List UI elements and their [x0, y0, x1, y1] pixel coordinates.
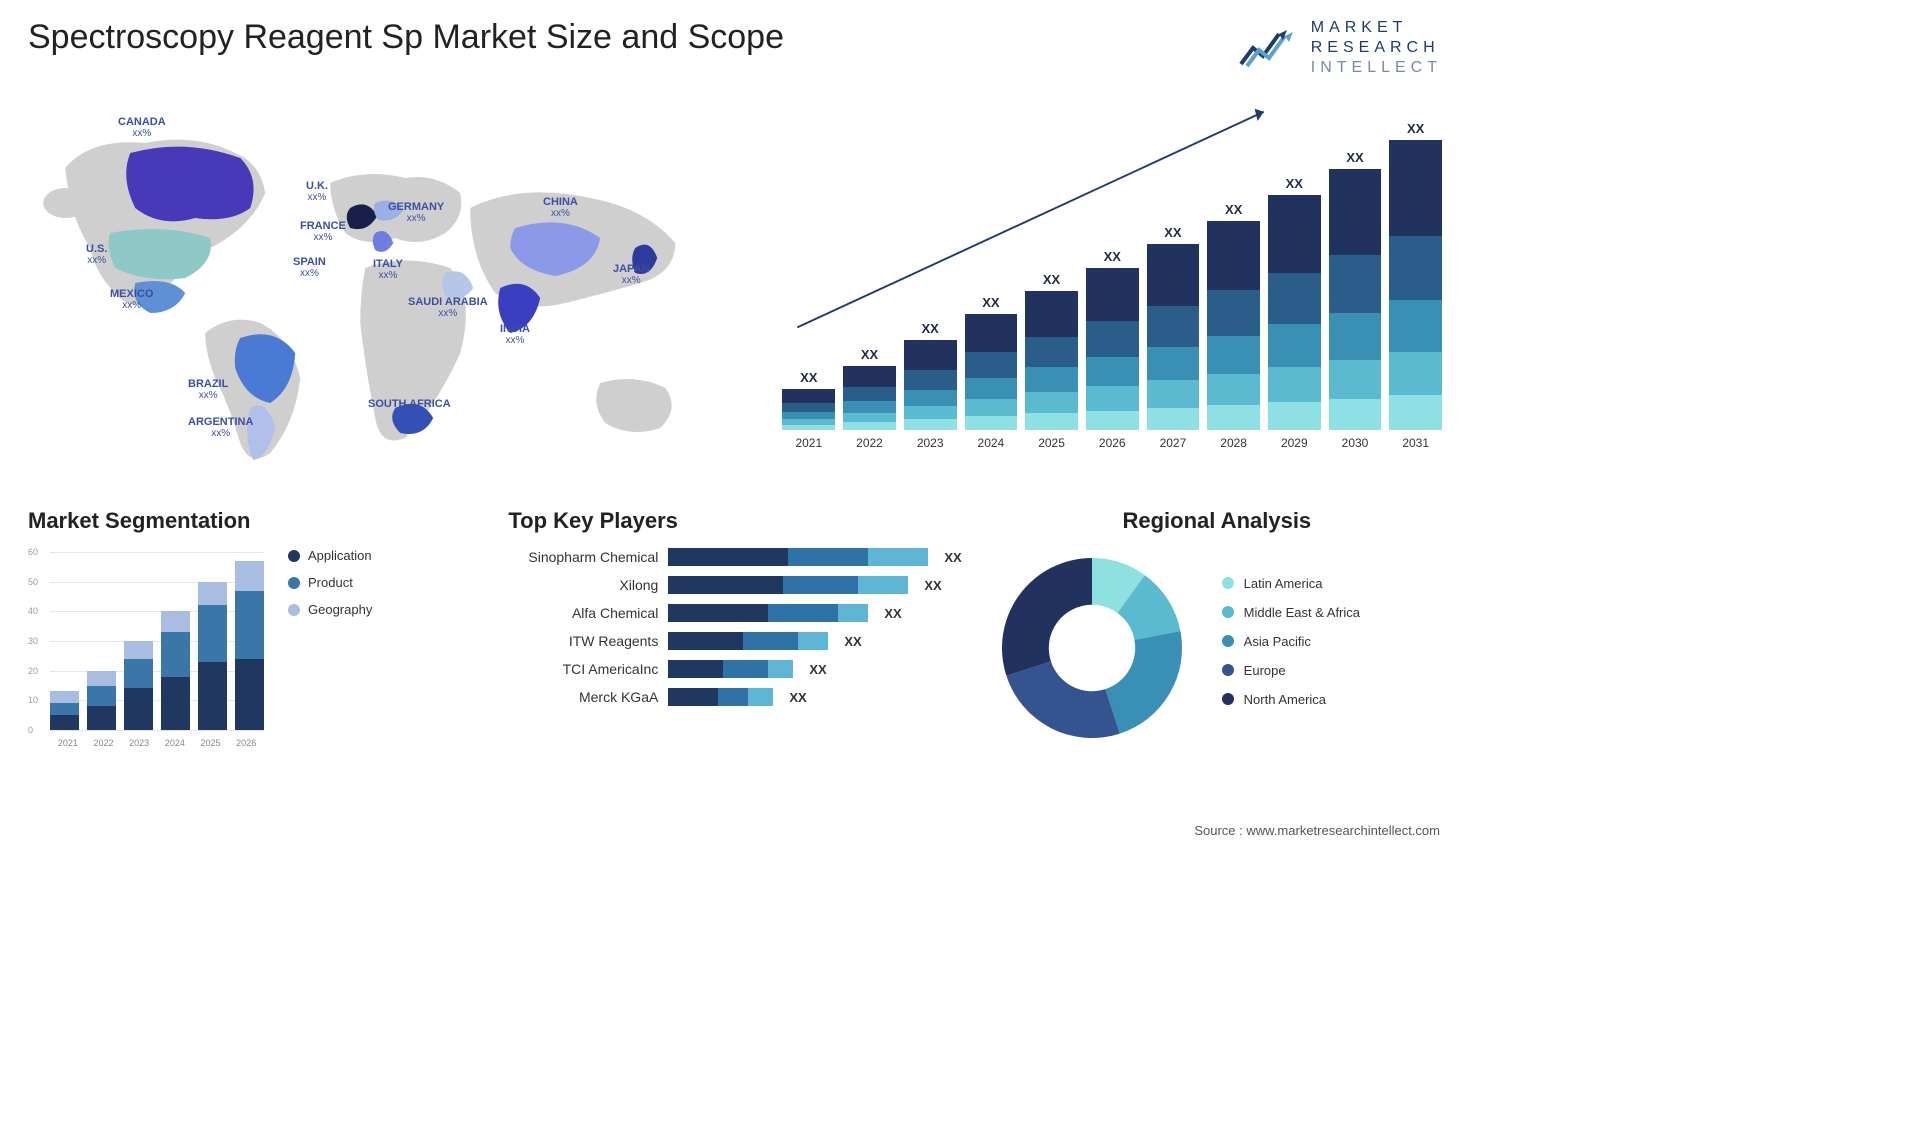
regional-donut	[992, 548, 1192, 748]
brand-logo: MARKET RESEARCH INTELLECT	[1239, 18, 1442, 78]
map-label-canada: CANADAxx%	[118, 116, 166, 139]
map-label-saudi-arabia: SAUDI ARABIAxx%	[408, 296, 488, 319]
key-players-title: Top Key Players	[508, 508, 961, 534]
growth-bar-2027: XX2027	[1147, 225, 1200, 450]
source-attribution: Source : www.marketresearchintellect.com	[1194, 823, 1440, 838]
donut-slice-europe	[1006, 661, 1119, 738]
growth-bar-2026: XX2026	[1086, 249, 1139, 450]
segmentation-panel: Market Segmentation 0102030405060 202120…	[28, 508, 478, 748]
world-map: CANADAxx% U.S.xx% MEXICOxx% BRAZILxx% ARGENT…	[28, 98, 742, 478]
player-row-sinopharm-chemical: Sinopharm ChemicalXX	[508, 548, 961, 566]
player-row-alfa-chemical: Alfa ChemicalXX	[508, 604, 961, 622]
growth-bar-2028: XX2028	[1207, 202, 1260, 450]
donut-legend-europe: Europe	[1222, 663, 1360, 678]
seg-bar-2026	[235, 561, 264, 730]
map-label-spain: SPAINxx%	[293, 256, 326, 279]
player-row-xilong: XilongXX	[508, 576, 961, 594]
seg-bar-2022	[87, 671, 116, 730]
growth-bar-2024: XX2024	[965, 295, 1018, 450]
player-row-merck-kgaa: Merck KGaAXX	[508, 688, 961, 706]
player-row-tci-americainc: TCI AmericaIncXX	[508, 660, 961, 678]
seg-bar-2021	[50, 691, 79, 730]
growth-bar-2022: XX2022	[843, 347, 896, 450]
segmentation-chart: 0102030405060 202120222023202420252026	[28, 548, 268, 748]
growth-bar-2030: XX2030	[1329, 150, 1382, 450]
regional-title: Regional Analysis	[992, 508, 1442, 534]
map-label-china: CHINAxx%	[543, 196, 578, 219]
regional-legend: Latin America Middle East & Africa Asia Pa…	[1222, 576, 1360, 721]
map-label-japan: JAPANxx%	[613, 263, 649, 286]
seg-bar-2024	[161, 611, 190, 730]
key-players-chart: Sinopharm ChemicalXX XilongXX Alfa Chemica…	[508, 548, 961, 706]
logo-line1: MARKET	[1311, 18, 1442, 38]
growth-bar-2031: XX2031	[1389, 121, 1442, 450]
donut-slice-north-america	[1002, 558, 1092, 676]
donut-legend-asia-pacific: Asia Pacific	[1222, 634, 1360, 649]
growth-bar-2023: XX2023	[904, 321, 957, 450]
segmentation-title: Market Segmentation	[28, 508, 478, 534]
player-row-itw-reagents: ITW ReagentsXX	[508, 632, 961, 650]
page-title: Spectroscopy Reagent Sp Market Size and …	[28, 18, 784, 57]
donut-legend-middle-east-africa: Middle East & Africa	[1222, 605, 1360, 620]
map-label-india: INDIAxx%	[500, 323, 530, 346]
map-label-brazil: BRAZILxx%	[188, 378, 228, 401]
map-label-germany: GERMANYxx%	[388, 201, 444, 224]
map-label-argentina: ARGENTINAxx%	[188, 416, 253, 439]
seg-bar-2023	[124, 641, 153, 730]
segmentation-legend: Application Product Geography	[288, 548, 372, 629]
map-label-u-s-: U.S.xx%	[86, 243, 107, 266]
donut-legend-north-america: North America	[1222, 692, 1360, 707]
donut-slice-asia-pacific	[1105, 631, 1182, 733]
seg-legend-geography: Geography	[288, 602, 372, 617]
growth-bar-2021: XX2021	[782, 370, 835, 450]
seg-legend-product: Product	[288, 575, 372, 590]
logo-icon	[1239, 26, 1299, 70]
growth-bar-2025: XX2025	[1025, 272, 1078, 450]
map-label-u-k-: U.K.xx%	[306, 180, 328, 203]
donut-legend-latin-america: Latin America	[1222, 576, 1360, 591]
logo-line2: RESEARCH	[1311, 38, 1442, 58]
key-players-panel: Top Key Players Sinopharm ChemicalXX Xilo…	[508, 508, 961, 748]
map-label-mexico: MEXICOxx%	[110, 288, 153, 311]
regional-panel: Regional Analysis Latin America Middle Ea…	[992, 508, 1442, 748]
seg-bar-2025	[198, 582, 227, 730]
growth-chart: XX2021XX2022XX2023XX2024XX2025XX2026XX20…	[782, 98, 1442, 478]
map-label-italy: ITALYxx%	[373, 258, 403, 281]
map-label-south-africa: SOUTH AFRICAxx%	[368, 398, 451, 421]
logo-line3: INTELLECT	[1311, 58, 1442, 78]
map-label-france: FRANCExx%	[300, 220, 346, 243]
seg-legend-application: Application	[288, 548, 372, 563]
growth-bar-2029: XX2029	[1268, 176, 1321, 450]
